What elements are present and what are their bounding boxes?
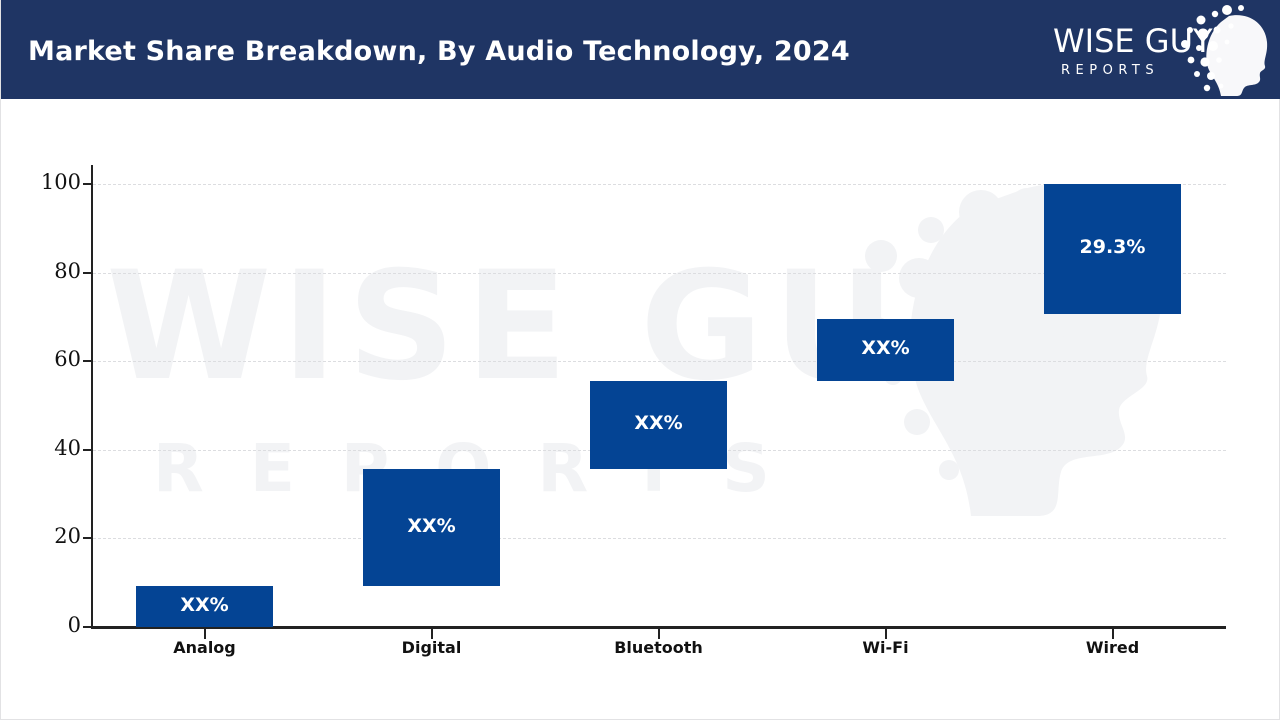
bar-value-label: XX% [407,514,456,537]
x-tick-mark [884,629,887,639]
y-tick-label: 100 [40,170,81,194]
gridline [93,272,1226,274]
x-tick-label-bluetooth: Bluetooth [614,638,703,657]
x-tick-label-analog: Analog [173,638,236,657]
bar-bluetooth[interactable] [590,381,727,470]
bar-value-label: XX% [634,412,683,435]
page-header: Market Share Breakdown, By Audio Technol… [1,0,1280,99]
y-tick-mark [83,626,92,628]
bar-wi-fi[interactable] [817,318,954,382]
x-tick-label-wired: Wired [1085,638,1140,657]
y-tick-label: 0 [67,613,81,637]
x-tick-label-digital: Digital [401,638,462,657]
bar-value-label: XX% [180,593,229,616]
svg-text:REPORTS: REPORTS [1061,63,1159,78]
x-tick-mark [430,629,433,639]
bar-wired[interactable] [1044,184,1181,314]
bar-analog[interactable] [136,586,273,627]
gridline [93,538,1226,540]
y-tick-mark [83,537,92,540]
x-tick-label-wi-fi: Wi-Fi [862,638,909,657]
bar-value-label: 29.3% [1079,235,1146,258]
y-tick-label: 40 [54,435,81,460]
y-tick-mark [83,448,92,451]
y-tick-label: 20 [54,524,81,549]
x-tick-mark [203,629,206,639]
x-axis [91,626,1226,629]
wise-guy-reports-logo: WISE GUY REPORTS [1053,5,1268,96]
x-tick-mark [657,629,660,639]
y-tick-mark [83,271,92,274]
x-tick-mark [1111,629,1114,639]
y-tick-mark [83,183,92,185]
y-tick-label: 60 [54,347,81,372]
y-tick-mark [83,360,92,363]
bar-value-label: XX% [861,336,910,359]
gridline [93,184,1226,185]
y-axis [91,165,93,628]
page-title: Market Share Breakdown, By Audio Technol… [28,36,850,67]
y-tick-label: 80 [54,258,81,283]
gridline [93,361,1226,363]
bar-digital[interactable] [363,469,500,587]
